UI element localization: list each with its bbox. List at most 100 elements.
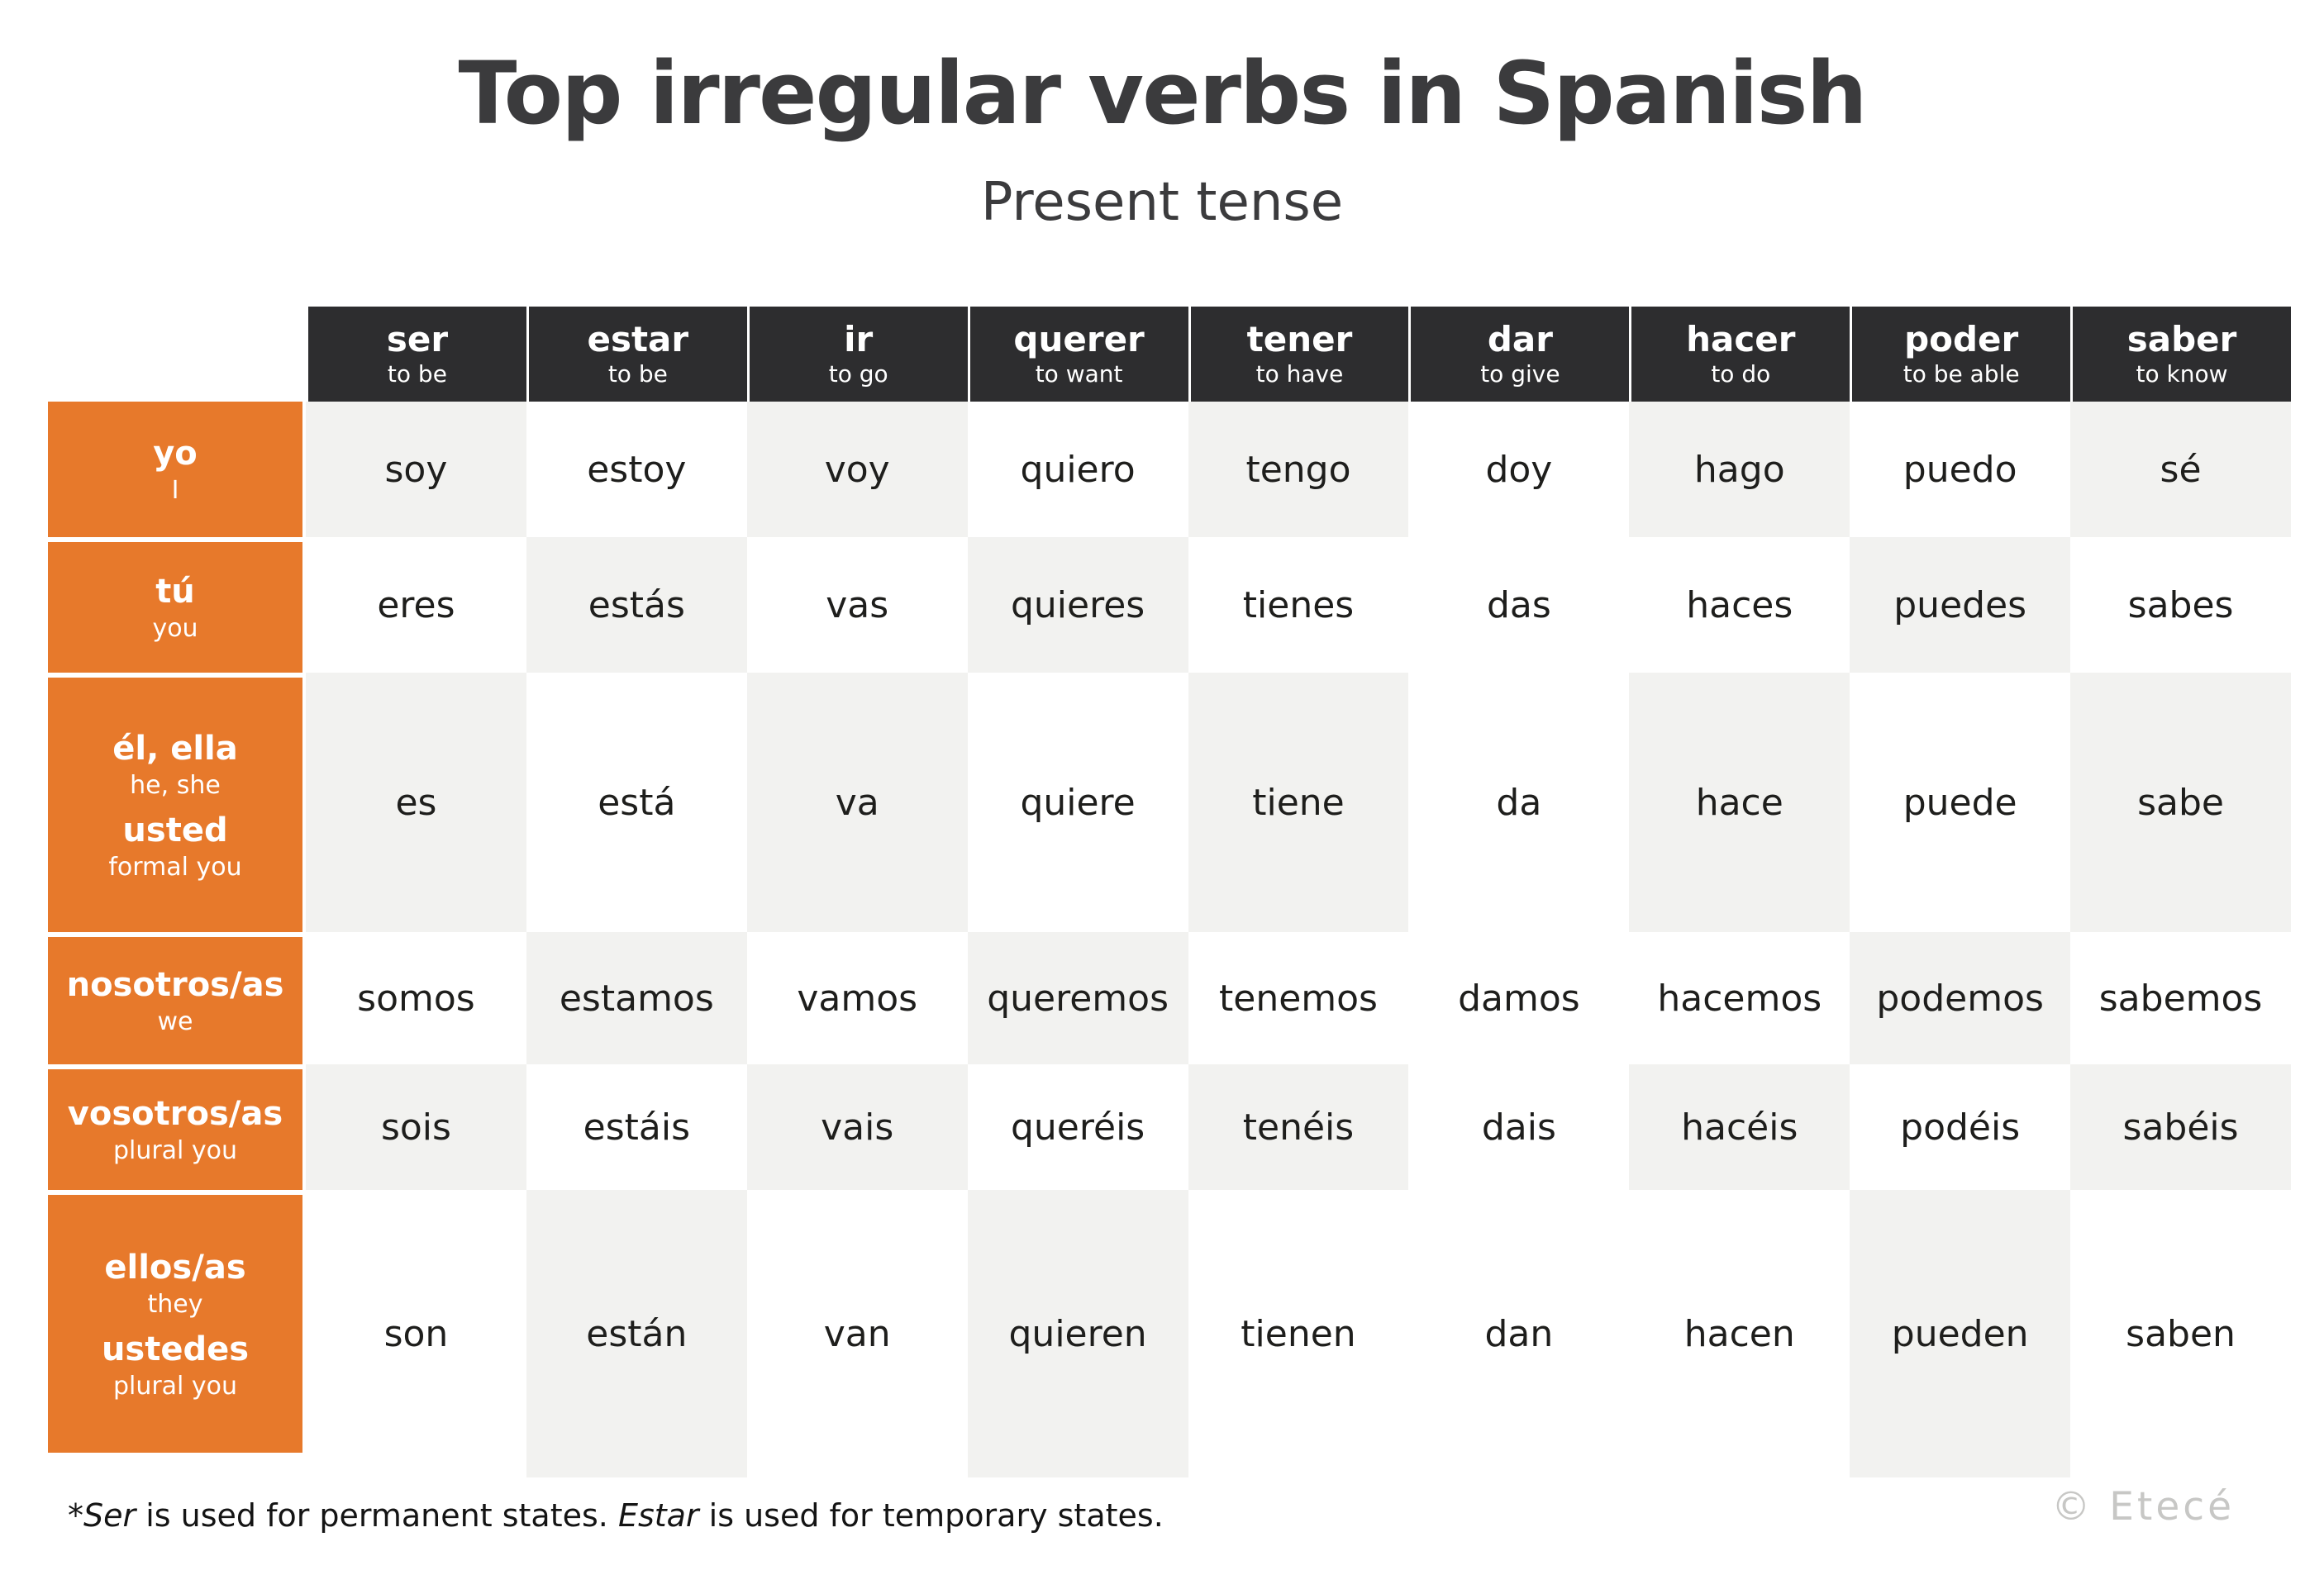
verb-cell: van	[746, 1190, 968, 1477]
column-header-translation: to have	[1255, 360, 1344, 388]
row-pronoun: yo	[153, 435, 198, 473]
verb-cell: va	[746, 673, 968, 932]
verb-cell: tiene	[1188, 673, 1409, 932]
verb-cell: sabes	[2070, 537, 2291, 673]
row-pronoun-2-translation: plural you	[112, 1372, 238, 1401]
row-pronoun-2-translation: formal you	[108, 853, 242, 882]
verb-cell: queremos	[967, 932, 1188, 1064]
verb-cell: hacemos	[1629, 932, 1850, 1064]
column-header-dar: dar to give	[1408, 307, 1630, 402]
verb-cell: hacen	[1629, 1190, 1850, 1477]
column-header-poder: poder to be able	[1850, 307, 2071, 402]
column-header-querer: querer to want	[967, 307, 1188, 402]
verb-cell: vamos	[746, 932, 968, 1064]
column-header-verb: querer	[1013, 318, 1145, 359]
verb-cell: eres	[306, 537, 526, 673]
column-header-tener: tener to have	[1188, 307, 1409, 402]
column-header-translation: to want	[1035, 360, 1123, 388]
verb-cell: puede	[1850, 673, 2071, 932]
column-header-translation: to be	[607, 360, 668, 388]
footnote-term-ser: Ser	[83, 1497, 136, 1534]
verb-cell: es	[306, 673, 526, 932]
footnote: *Ser is used for permanent states. Estar…	[68, 1497, 1164, 1534]
verb-cell: queréis	[967, 1064, 1188, 1190]
verb-cell: quiero	[967, 402, 1188, 537]
column-header-verb: estar	[587, 318, 689, 359]
column-header-ser: ser to be	[306, 307, 526, 402]
row-label-4: vosotros/as plural you	[48, 1064, 306, 1190]
column-header-translation: to be	[387, 360, 447, 388]
row-label-0: yo I	[48, 402, 306, 537]
column-header-verb: ser	[386, 318, 449, 359]
footnote-text-2: is used for temporary states.	[698, 1497, 1164, 1534]
verb-cell: estáis	[526, 1064, 747, 1190]
verb-cell: estás	[526, 537, 747, 673]
page-subtitle: Present tense	[980, 172, 1344, 233]
row-label-5: ellos/as they ustedes plural you	[48, 1190, 306, 1477]
verb-cell: vas	[746, 537, 968, 673]
verb-cell: sabe	[2070, 673, 2291, 932]
row-pronoun-translation: we	[157, 1007, 193, 1037]
row-label-2: él, ella he, she usted formal you	[48, 673, 306, 932]
row-pronoun-translation: you	[152, 614, 198, 644]
page-title: Top irregular verbs in Spanish	[458, 43, 1867, 144]
verb-cell: quieren	[967, 1190, 1188, 1477]
row-pronoun: tú	[155, 573, 195, 611]
row-pronoun-2: ustedes	[101, 1330, 250, 1368]
column-header-verb: hacer	[1686, 318, 1796, 359]
row-pronoun-translation: I	[171, 476, 179, 506]
verb-cell: damos	[1408, 932, 1630, 1064]
verb-cell: soy	[306, 402, 526, 537]
column-header-verb: dar	[1487, 318, 1553, 359]
verb-cell: hago	[1629, 402, 1850, 537]
verb-cell: estoy	[526, 402, 747, 537]
row-pronoun: él, ella	[112, 729, 238, 768]
column-header-saber: saber to know	[2070, 307, 2291, 402]
row-label-1: tú you	[48, 537, 306, 673]
verb-cell: estamos	[526, 932, 747, 1064]
verb-cell: dais	[1408, 1064, 1630, 1190]
verb-cell: doy	[1408, 402, 1630, 537]
verb-cell: tienen	[1188, 1190, 1409, 1477]
verb-cell: hace	[1629, 673, 1850, 932]
verb-cell: podéis	[1850, 1064, 2071, 1190]
row-pronoun-2: usted	[122, 811, 228, 849]
verb-cell: sois	[306, 1064, 526, 1190]
column-header-verb: poder	[1904, 318, 2019, 359]
column-header-estar: estar to be	[526, 307, 747, 402]
column-header-verb: saber	[2126, 318, 2237, 359]
row-label-3: nosotros/as we	[48, 932, 306, 1064]
verb-cell: quieres	[967, 537, 1188, 673]
column-header-translation: to go	[828, 360, 888, 388]
row-pronoun: nosotros/as	[66, 966, 284, 1005]
verb-cell: tenéis	[1188, 1064, 1409, 1190]
footnote-marker: *	[68, 1497, 83, 1534]
column-header-translation: to know	[2136, 360, 2228, 388]
verb-cell: sabéis	[2070, 1064, 2291, 1190]
verb-cell: saben	[2070, 1190, 2291, 1477]
table-corner-cell	[48, 307, 306, 402]
column-header-verb: tener	[1246, 318, 1353, 359]
column-header-verb: ir	[844, 318, 874, 359]
watermark-credit: © Etecé	[2051, 1484, 2235, 1530]
verb-cell: sabemos	[2070, 932, 2291, 1064]
verb-cell: quiere	[967, 673, 1188, 932]
verb-cell: son	[306, 1190, 526, 1477]
column-header-ir: ir to go	[746, 307, 968, 402]
column-header-translation: to give	[1480, 360, 1560, 388]
column-header-translation: to do	[1711, 360, 1771, 388]
verb-cell: está	[526, 673, 747, 932]
verb-cell: tenemos	[1188, 932, 1409, 1064]
footnote-term-estar: Estar	[617, 1497, 699, 1534]
verb-cell: das	[1408, 537, 1630, 673]
verb-cell: hacéis	[1629, 1064, 1850, 1190]
verb-cell: da	[1408, 673, 1630, 932]
verb-cell: vais	[746, 1064, 968, 1190]
verb-cell: puedes	[1850, 537, 2071, 673]
verb-cell: voy	[746, 402, 968, 537]
verb-cell: puedo	[1850, 402, 2071, 537]
row-pronoun-translation: he, she	[130, 770, 221, 800]
verb-cell: sé	[2070, 402, 2291, 537]
verb-cell: tengo	[1188, 402, 1409, 537]
conjugation-table: ser to be estar to be ir to go querer to want te…	[48, 307, 2291, 1477]
